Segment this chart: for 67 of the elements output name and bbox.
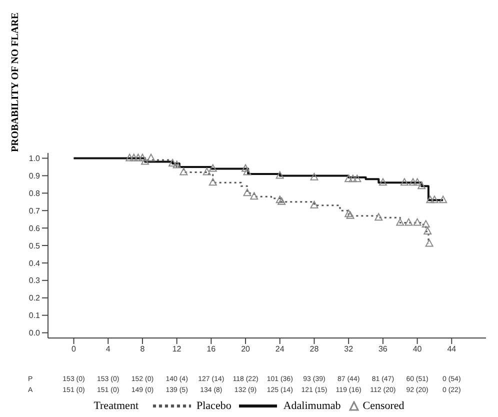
x-tick-label: 44: [447, 344, 457, 354]
point: [138, 154, 146, 162]
x-tick-label: 32: [344, 344, 354, 354]
point: [374, 213, 383, 221]
point: [404, 218, 413, 226]
point: [425, 239, 434, 247]
point: [422, 220, 430, 228]
point: [147, 154, 156, 162]
point: [409, 178, 417, 186]
legend-label: Censored: [362, 400, 404, 412]
x-tick-label: 12: [172, 344, 182, 354]
x-tick-label: 0: [72, 344, 77, 354]
point: [353, 174, 362, 182]
y-tick-label: 0.1: [28, 311, 41, 320]
y-tick-label: 1.0: [28, 154, 41, 164]
x-tick-label: 20: [241, 344, 251, 354]
y-axis-title: PROBABILITY OF NO FLARE: [10, 12, 21, 152]
point: [310, 172, 318, 180]
y-tick-label: 0.4: [28, 258, 41, 268]
point: [168, 158, 177, 166]
point: [278, 197, 286, 205]
point: [172, 160, 181, 168]
point: [130, 154, 138, 162]
legend-title: Treatment: [94, 400, 138, 412]
y-tick-label: 0.5: [28, 241, 41, 250]
point: [208, 164, 217, 172]
point: [413, 218, 422, 226]
x-tick-label: 4: [106, 344, 111, 354]
point: [276, 196, 284, 204]
point: [180, 168, 188, 176]
y-tick-label: 0.3: [28, 276, 41, 286]
x-tick-label: 8: [140, 344, 146, 354]
y-tick-label: 0.6: [28, 224, 41, 233]
point: [276, 171, 284, 179]
point: [426, 196, 434, 204]
point: [378, 178, 387, 186]
point: [310, 200, 318, 208]
y-tick-label: 0.2: [28, 294, 41, 303]
point: [348, 174, 357, 182]
point: [126, 154, 134, 162]
point: [344, 174, 353, 182]
x-tick-label: 40: [412, 344, 422, 354]
y-tick-label: 0.0: [28, 328, 41, 338]
point: [396, 218, 404, 226]
point: [243, 168, 252, 176]
point: [400, 178, 408, 186]
point: [243, 188, 252, 196]
legend-label: Adalimumab: [282, 400, 341, 412]
point: [208, 178, 217, 186]
point: [141, 157, 150, 165]
point: [242, 164, 250, 172]
point: [250, 192, 258, 200]
point: [134, 154, 142, 162]
x-tick-label: 36: [378, 344, 388, 354]
x-tick-label: 24: [275, 344, 285, 354]
x-tick-label: 16: [206, 344, 216, 354]
y-tick-label: 0.8: [28, 188, 41, 198]
point: [418, 182, 426, 190]
legend-label: Placebo: [196, 400, 232, 412]
point: [430, 196, 438, 204]
y-tick-label: 0.7: [28, 206, 41, 216]
point: [439, 196, 448, 204]
point: [413, 178, 422, 186]
point: [202, 168, 211, 176]
x-tick-label: 28: [310, 344, 320, 354]
point: [424, 227, 432, 235]
y-tick-label: 0.9: [28, 172, 41, 181]
